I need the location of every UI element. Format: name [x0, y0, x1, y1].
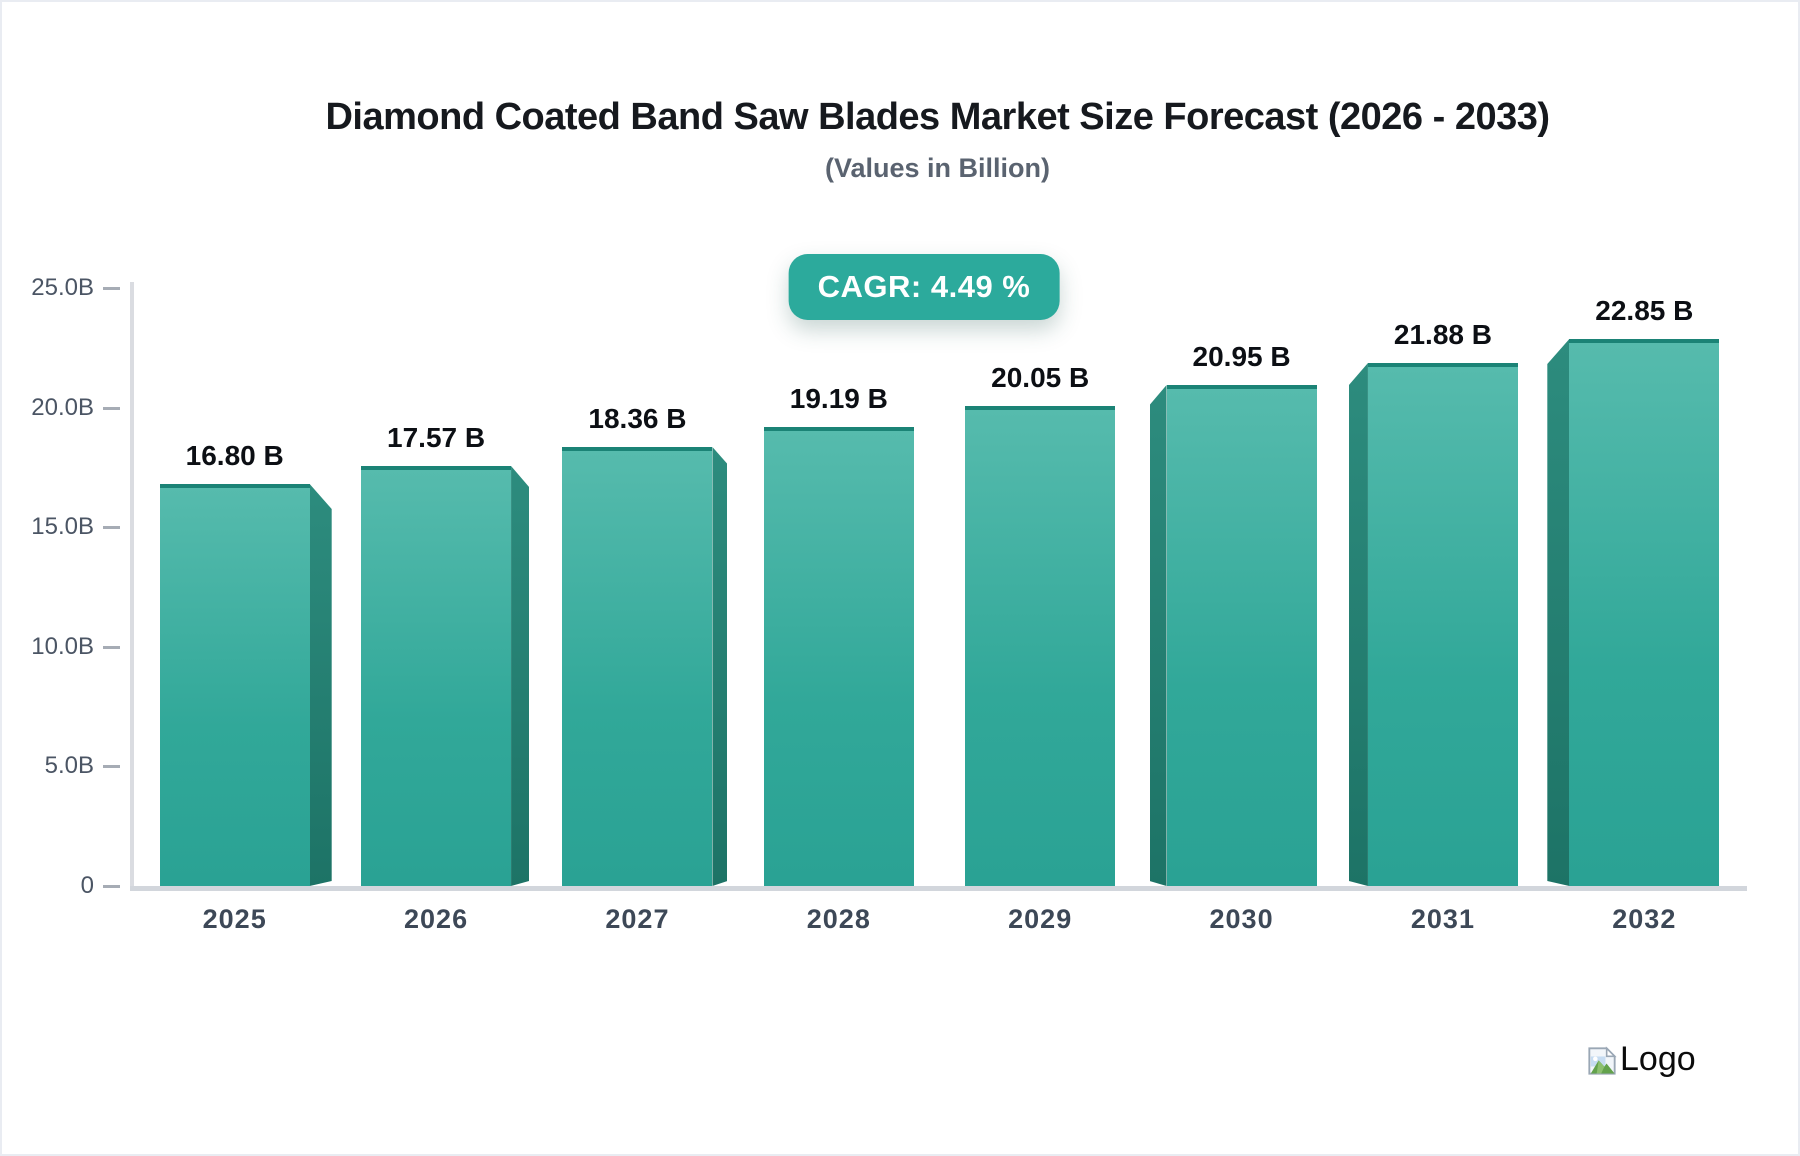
- bar-value-label: 19.19 B: [789, 383, 888, 414]
- bar-value-label: 21.88 B: [1393, 319, 1492, 350]
- bar: 20.05 B: [965, 362, 1116, 886]
- bar-face: [1569, 339, 1720, 886]
- y-tick-mark: [103, 406, 120, 410]
- bar-face: [159, 484, 310, 886]
- x-axis-label: 2032: [1612, 904, 1677, 934]
- bar-value-label: 20.05 B: [991, 362, 1090, 393]
- bar-face: [1367, 363, 1518, 886]
- bar-value-label: 20.95 B: [1192, 341, 1291, 372]
- bar-group: 17.57 B: [335, 288, 536, 886]
- y-tick-mark: [103, 645, 120, 649]
- bar: 20.95 B: [1166, 341, 1317, 886]
- bar: 17.57 B: [361, 422, 512, 886]
- bar-side-3d: [712, 447, 727, 886]
- x-axis-labels: 2025 2026 2027 2028 2029 2030 2031 2032: [134, 904, 1745, 935]
- bar-side-3d: [310, 484, 332, 886]
- bar-value-label: 22.85 B: [1595, 295, 1694, 326]
- x-axis-line: [130, 886, 1747, 891]
- chart-subtitle: (Values in Billion): [824, 152, 1051, 183]
- bar: 21.88 B: [1367, 319, 1518, 886]
- y-axis-line: [130, 282, 134, 890]
- y-tick-label: 15.0B: [31, 513, 94, 541]
- bar-side-3d: [1349, 363, 1368, 886]
- y-tick-label: 10.0B: [31, 632, 94, 660]
- bar-value-label: 17.57 B: [387, 422, 486, 453]
- cagr-badge-label: CAGR: 4.49 %: [817, 269, 1031, 304]
- bar-value-label: 18.36 B: [588, 403, 687, 434]
- bar-face: [965, 406, 1116, 886]
- y-tick-mark: [103, 765, 120, 769]
- bar-group: 20.95 B: [1141, 288, 1342, 886]
- x-axis-label: 2028: [806, 904, 871, 934]
- bar-face: [1166, 385, 1317, 886]
- logo-text: Logo: [1620, 1040, 1696, 1078]
- bar-side-3d: [1547, 339, 1569, 886]
- chart-header: Diamond Coated Band Saw Blades Market Si…: [132, 96, 1743, 184]
- y-tick-mark: [103, 526, 120, 530]
- bar-value-label: 16.80 B: [185, 440, 284, 471]
- bar-group: 18.36 B: [537, 288, 738, 886]
- bar: 18.36 B: [562, 403, 713, 886]
- cagr-badge: CAGR: 4.49 %: [788, 254, 1060, 320]
- bar-group: 20.05 B: [940, 288, 1141, 886]
- y-tick-label: 5.0B: [44, 752, 94, 780]
- bar-face: [562, 447, 713, 886]
- x-axis-label: 2030: [1209, 904, 1274, 934]
- plot-area: 16.80 B 17.57 B 18.36 B 19.19 B 20.05 B 20.95…: [134, 288, 1745, 886]
- bar-group: 21.88 B: [1342, 288, 1543, 886]
- y-tick-mark: [103, 885, 120, 888]
- y-tick-label: 0: [80, 872, 94, 899]
- broken-image-icon: [1588, 1046, 1617, 1075]
- bar-face: [763, 427, 914, 886]
- bar-group: 19.19 B: [738, 288, 939, 886]
- bar: 16.80 B: [159, 440, 310, 886]
- y-tick-label: 20.0B: [31, 393, 94, 421]
- x-axis-label: 2031: [1410, 904, 1475, 934]
- y-tick-mark: [103, 287, 120, 290]
- bar-group: 22.85 B: [1544, 288, 1745, 886]
- bar: 19.19 B: [763, 383, 914, 886]
- x-axis-label: 2027: [605, 904, 670, 934]
- x-axis-label: 2025: [202, 904, 267, 934]
- bar-side-3d: [1150, 385, 1167, 886]
- logo: Logo: [1586, 1040, 1696, 1079]
- y-tick-label: 25.0B: [31, 274, 94, 301]
- x-axis-label: 2029: [1008, 904, 1073, 934]
- bar-side-3d: [511, 466, 529, 886]
- bar-face: [361, 466, 512, 886]
- bar: 22.85 B: [1569, 295, 1720, 886]
- bar-group: 16.80 B: [134, 288, 335, 886]
- x-axis-label: 2026: [404, 904, 469, 934]
- chart-title: Diamond Coated Band Saw Blades Market Si…: [325, 96, 1550, 138]
